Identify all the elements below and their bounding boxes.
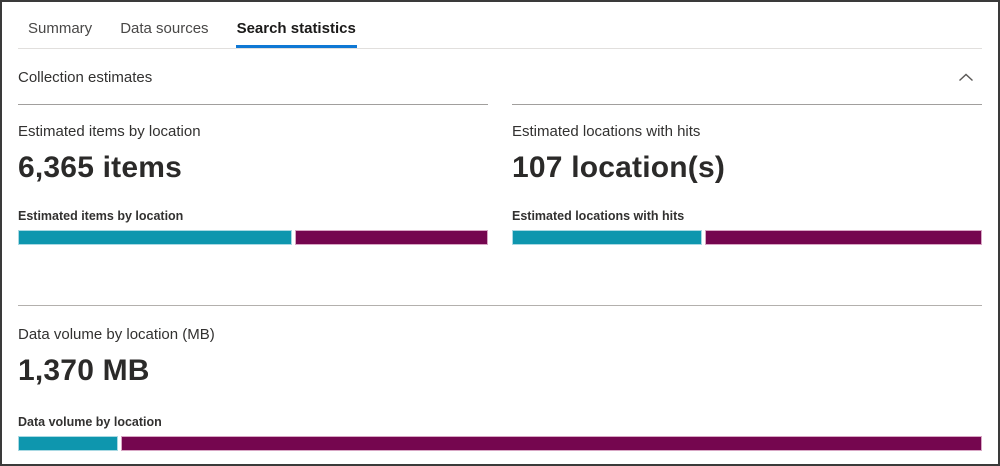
- estimated-items-value: 6,365 items: [18, 151, 182, 184]
- items-bar-magenta-segment: [294, 230, 488, 245]
- tab-summary[interactable]: Summary: [27, 16, 93, 48]
- tab-search-statistics[interactable]: Search statistics: [235, 16, 357, 48]
- volume-bar-teal-segment: [18, 436, 119, 451]
- locations-bar-teal-segment: [512, 230, 702, 245]
- top-divider: [18, 48, 982, 49]
- data-volume-chart-label: Data volume by location: [18, 415, 162, 429]
- estimated-items-bar-chart: [18, 230, 488, 245]
- data-volume-header: Data volume by location (MB): [18, 326, 215, 343]
- locations-bar-magenta-segment: [704, 230, 982, 245]
- collection-estimates-cards: Estimated items by location 6,365 items …: [18, 104, 982, 245]
- estimated-locations-bar-chart: [512, 230, 982, 245]
- estimated-locations-value: 107 location(s): [512, 151, 726, 184]
- data-volume-section: Data volume by location (MB) 1,370 MB Da…: [18, 326, 982, 451]
- volume-bar-magenta-segment: [121, 436, 982, 451]
- collection-estimates-title: Collection estimates: [18, 69, 153, 86]
- collection-estimates-header: Collection estimates: [18, 49, 982, 104]
- tab-data-sources[interactable]: Data sources: [119, 16, 209, 48]
- estimated-locations-card: Estimated locations with hits 107 locati…: [512, 104, 982, 245]
- search-statistics-page: Summary Data sources Search statistics C…: [2, 2, 998, 451]
- tab-bar: Summary Data sources Search statistics: [18, 2, 982, 48]
- chevron-up-icon: [958, 70, 974, 85]
- estimated-items-chart-label: Estimated items by location: [18, 209, 184, 223]
- estimated-locations-chart-label: Estimated locations with hits: [512, 209, 685, 223]
- collapse-section-button[interactable]: [956, 71, 976, 84]
- estimated-locations-header: Estimated locations with hits: [512, 123, 701, 140]
- data-volume-value: 1,370 MB: [18, 354, 150, 387]
- items-bar-teal-segment: [18, 230, 292, 245]
- estimated-items-card: Estimated items by location 6,365 items …: [18, 104, 488, 245]
- estimated-items-header: Estimated items by location: [18, 123, 201, 140]
- section-divider: [18, 305, 982, 306]
- data-volume-bar-chart: [18, 436, 982, 451]
